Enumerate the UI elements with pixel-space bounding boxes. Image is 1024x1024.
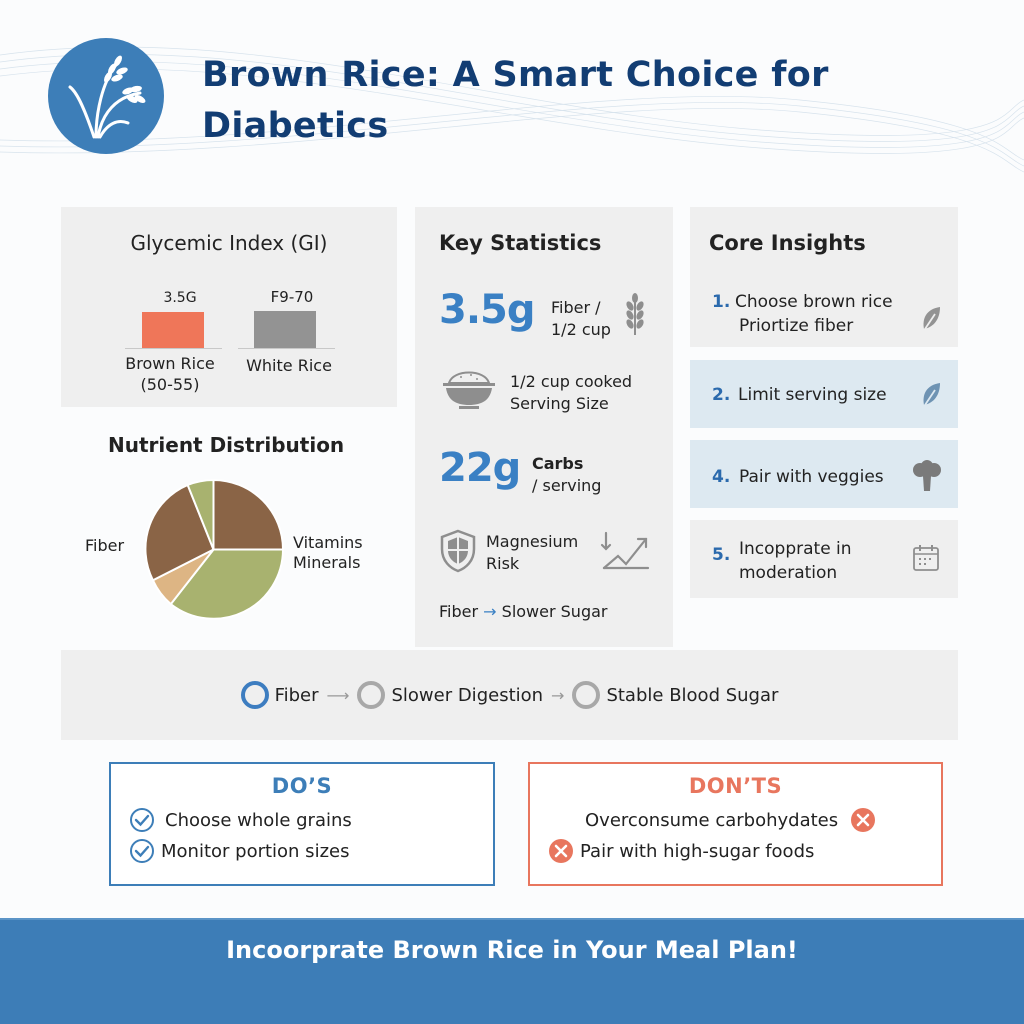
baseline <box>125 348 222 349</box>
insight-text: Choose brown rice Priortize fiber <box>735 290 893 338</box>
trend-chart-icon <box>600 531 650 570</box>
fiber-slower-sugar: Fiber → Slower Sugar <box>439 601 607 623</box>
footer-call-to-action: Incoorprate Brown Rice in Your Meal Plan… <box>226 936 798 964</box>
dos-item: Choose whole grains <box>129 807 352 833</box>
key-statistics-title: Key Statistics <box>439 231 602 255</box>
fiber-flow-from: Fiber <box>439 602 479 621</box>
check-circle-icon <box>130 808 154 832</box>
dos-item-text: Monitor portion sizes <box>161 840 350 862</box>
logo <box>48 38 164 154</box>
baseline <box>238 348 335 349</box>
magnesium-line2: Risk <box>486 554 520 573</box>
x-circle-icon <box>549 839 573 863</box>
white-rice-value-label: F9-70 <box>270 288 314 306</box>
insight-line2: Priortize fiber <box>739 316 854 336</box>
insight-item-2: 2. Limit serving size <box>690 360 958 428</box>
pie-label-fiber: Fiber <box>85 536 125 555</box>
nutrient-distribution-title: Nutrient Distribution <box>108 433 345 457</box>
arrow-right-icon: → <box>551 685 565 705</box>
pie-label-minerals: Minerals <box>293 553 361 572</box>
page-title: Brown Rice: A Smart Choice for Diabetics <box>202 55 829 146</box>
nutrient-pie-chart <box>144 479 284 620</box>
shield-icon <box>440 529 476 573</box>
gi-title: Glycemic Index (GI) <box>130 231 328 255</box>
insight-number: 2. <box>712 385 731 405</box>
insight-number: 1. <box>712 292 731 312</box>
broccoli-icon <box>913 460 941 491</box>
fiber-unit: Fiber / 1/2 cup <box>551 297 611 341</box>
white-rice-bar <box>254 311 316 348</box>
insight-line1: Incopprate in <box>739 539 852 559</box>
rice-plant-icon <box>68 55 146 139</box>
brown-rice-bar <box>142 312 204 348</box>
footer-banner: Incoorprate Brown Rice in Your Meal Plan… <box>0 918 1024 1024</box>
pie-label-vitamins: Vitamins <box>293 533 363 552</box>
check-circle-icon <box>130 839 154 863</box>
leaf-icon <box>922 307 940 333</box>
x-circle-icon <box>851 808 876 832</box>
circle-icon <box>572 681 601 709</box>
fiber-unit-line2: 1/2 cup <box>551 320 611 339</box>
fiber-unit-line1: Fiber / <box>551 298 601 317</box>
flow-diagram: Fiber ⟶ Slower Digestion → Stable Blood … <box>61 650 958 740</box>
carbs-unit: Carbs / serving <box>532 453 601 497</box>
donts-item: Overconsume carbohydates <box>585 807 876 833</box>
serving-line2: Serving Size <box>510 394 609 413</box>
white-rice-category: White Rice <box>246 356 332 375</box>
brown-rice-range: (50-55) <box>140 375 200 394</box>
flow-step-slower-digestion: Slower Digestion <box>391 684 544 706</box>
insight-item-4: 4. Pair with veggies <box>690 440 958 508</box>
dos-title: DO’S <box>271 774 333 798</box>
insight-line2: moderation <box>739 563 838 583</box>
carbs-label: Carbs <box>532 454 584 473</box>
circle-icon <box>240 681 269 709</box>
insight-number: 5. <box>712 545 731 565</box>
serving-line1: 1/2 cup cooked <box>510 372 633 391</box>
insight-text: Incopprate in moderation <box>739 537 852 585</box>
brown-rice-label: Brown Rice <box>125 354 215 373</box>
rice-bowl-icon <box>443 371 495 409</box>
serving-size-text: 1/2 cup cooked Serving Size <box>510 371 632 415</box>
donts-box: DON’TS Overconsume carbohydates Pair wit… <box>528 762 943 886</box>
core-insights-panel: Core Insights 1. Choose brown rice Prior… <box>690 207 958 347</box>
core-insights-title: Core Insights <box>709 231 866 255</box>
dos-item-text: Choose whole grains <box>165 809 352 831</box>
fiber-value: 3.5g <box>439 287 535 333</box>
fiber-flow-to: Slower Sugar <box>501 602 608 621</box>
circle-icon <box>357 681 386 709</box>
insight-text: Limit serving size <box>738 385 887 405</box>
insight-number: 4. <box>712 467 731 487</box>
donts-item: Pair with high-sugar foods <box>548 838 814 864</box>
calendar-icon <box>913 545 939 571</box>
flow-step-fiber: Fiber <box>274 684 319 706</box>
brown-rice-category: Brown Rice (50-55) <box>107 353 233 395</box>
insight-line1: Choose brown rice <box>735 292 893 312</box>
brown-rice-value-label: 3.5G <box>163 290 197 306</box>
dos-item: Monitor portion sizes <box>129 838 349 864</box>
dos-box: DO’S Choose whole grains Monitor portion… <box>109 762 495 886</box>
key-statistics-panel: Key Statistics 3.5g Fiber / 1/2 cup 1/2 … <box>415 207 673 647</box>
arrow-right-icon: ⟶ <box>326 685 350 705</box>
carbs-per-serving: / serving <box>532 476 602 495</box>
insight-text: Pair with veggies <box>739 467 884 487</box>
donts-title: DON’TS <box>688 774 783 798</box>
arrow-right-icon: → <box>483 602 497 621</box>
donts-item-text: Overconsume carbohydates <box>585 809 839 831</box>
insight-item-5: 5. Incopprate in moderation <box>690 520 958 598</box>
magnesium-text: Magnesium Risk <box>486 531 578 575</box>
glycemic-index-panel: Glycemic Index (GI) 3.5G F9-70 Brown Ric… <box>61 207 397 407</box>
magnesium-line1: Magnesium <box>486 532 579 551</box>
donts-item-text: Pair with high-sugar foods <box>580 840 815 862</box>
leaf-icon <box>922 383 940 409</box>
pie-label-vitamins-minerals: Vitamins Minerals <box>293 533 363 573</box>
carbs-value: 22g <box>439 445 521 491</box>
wheat-icon <box>626 293 644 335</box>
flow-step-stable-blood-sugar: Stable Blood Sugar <box>606 684 779 706</box>
